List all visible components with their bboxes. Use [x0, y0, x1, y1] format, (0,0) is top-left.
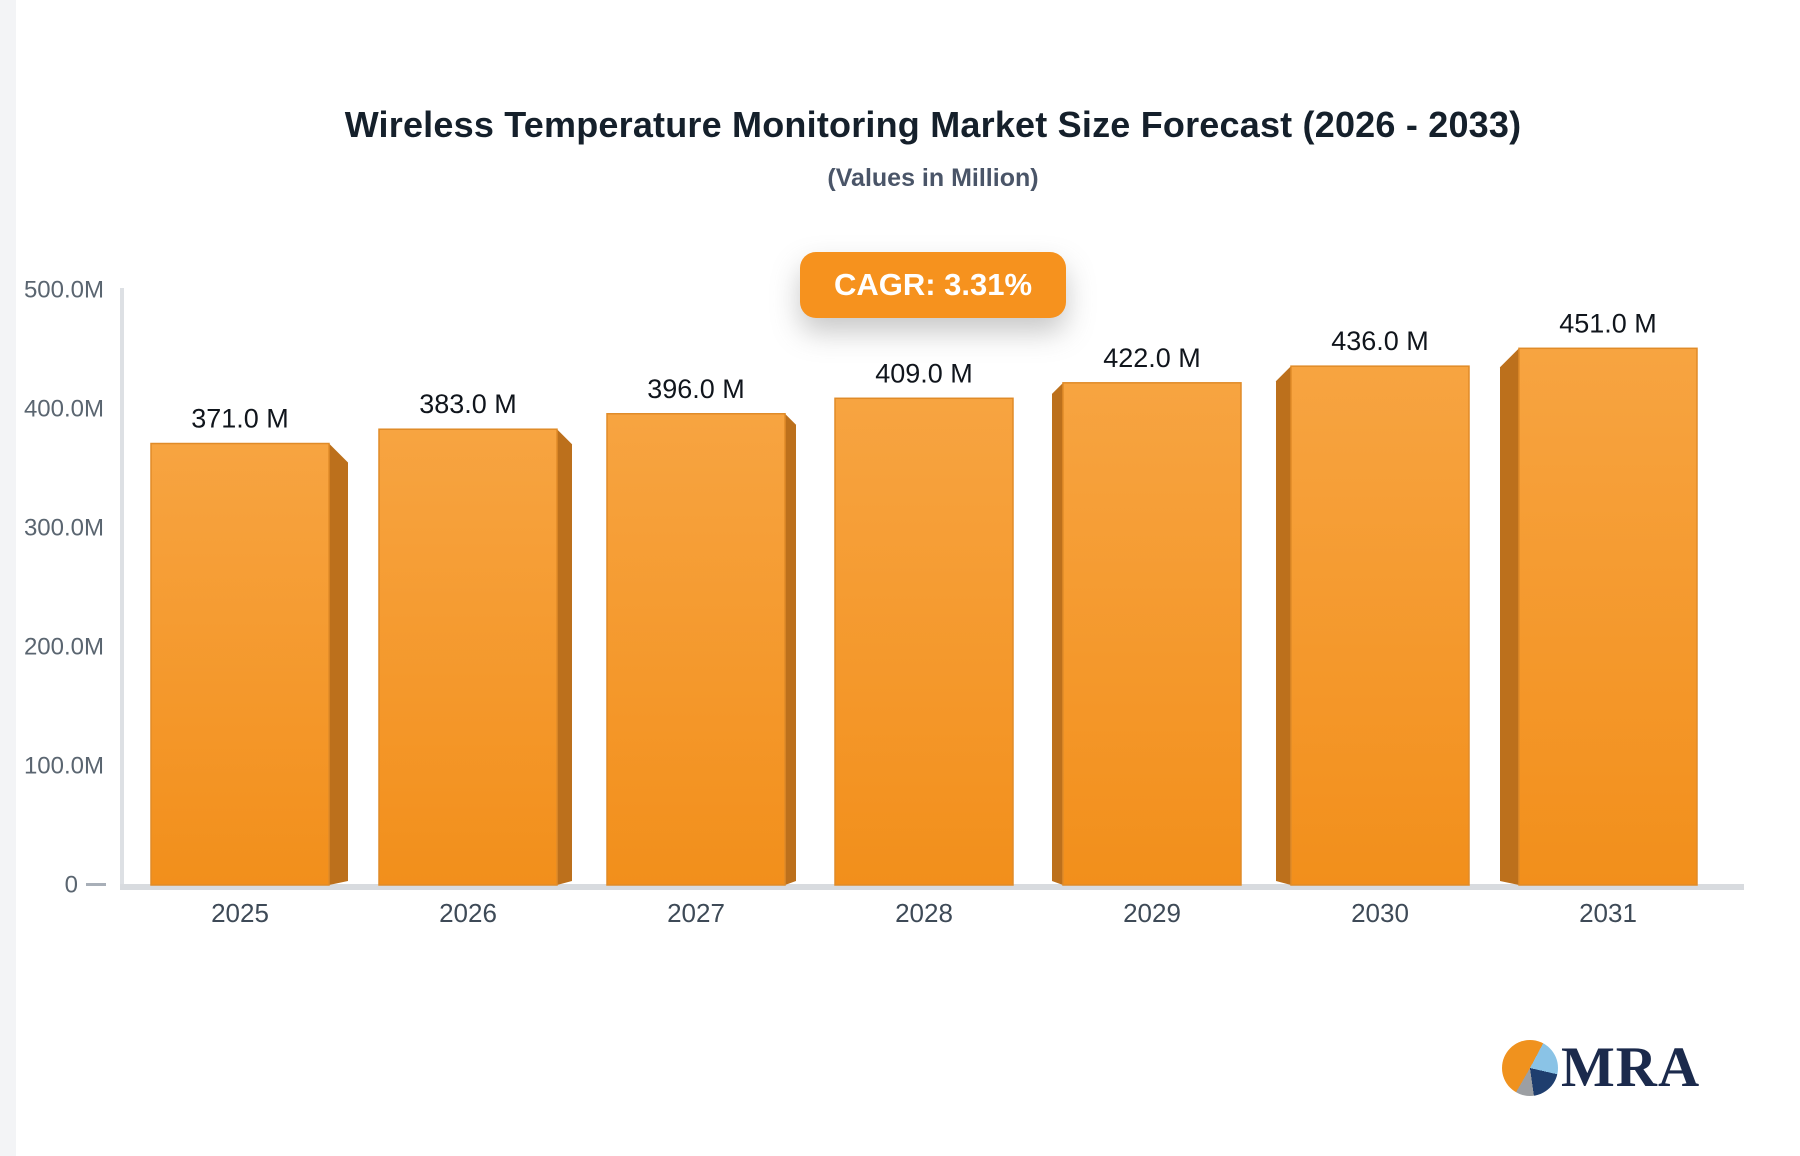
y-axis-tick-label: 300.0M: [24, 515, 104, 542]
page-edge-strip: [0, 0, 16, 1156]
x-axis-category-label: 2027: [667, 898, 725, 928]
bar-2026[interactable]: [378, 428, 558, 886]
y-axis-tick-label: 200.0M: [24, 634, 104, 661]
x-axis-category-label: 2028: [895, 898, 953, 928]
bar-3d-side: [785, 413, 796, 885]
logo-text: MRA: [1561, 1036, 1701, 1099]
bar-2025[interactable]: [150, 442, 330, 886]
y-axis-tick-label: 400.0M: [24, 396, 104, 423]
chart-subtitle: (Values in Million): [827, 164, 1039, 192]
bar-2029[interactable]: [1062, 382, 1242, 886]
x-axis-category-label: 2026: [439, 898, 497, 928]
bar-value-label: 436.0 M: [1331, 326, 1429, 356]
x-axis-category-label: 2030: [1351, 898, 1409, 928]
bar-value-label: 409.0 M: [875, 358, 973, 388]
bar-3d-side: [1500, 348, 1519, 885]
bar-value-label: 396.0 M: [647, 374, 745, 404]
bar-2027[interactable]: [606, 413, 786, 886]
bar-3d-side: [1052, 382, 1063, 885]
zero-tick-mark: [86, 883, 106, 886]
logo: MRA: [1502, 1036, 1701, 1099]
x-axis-category-label: 2031: [1579, 898, 1637, 928]
bar-2031[interactable]: [1518, 347, 1698, 886]
bar-2028[interactable]: [834, 397, 1014, 886]
y-axis-tick-label: 500.0M: [24, 277, 104, 304]
bar-value-label: 451.0 M: [1559, 308, 1657, 338]
bar-3d-side: [329, 443, 348, 885]
y-axis-tick-label: 0: [65, 872, 78, 899]
bar-3d-side: [1276, 366, 1291, 885]
y-axis-tick-label: 100.0M: [24, 753, 104, 780]
bar-2030[interactable]: [1290, 365, 1470, 886]
cagr-badge: CAGR: 3.31%: [799, 252, 1067, 318]
x-axis-line: [120, 884, 1744, 890]
bar-3d-side: [557, 429, 572, 885]
y-axis-line: [120, 288, 124, 890]
x-axis-category-label: 2025: [211, 898, 269, 928]
pie-chart-logo-icon: [1502, 1040, 1558, 1096]
bar-value-label: 371.0 M: [191, 404, 289, 434]
bar-value-label: 422.0 M: [1103, 343, 1201, 373]
x-axis-category-label: 2029: [1123, 898, 1181, 928]
chart-title: Wireless Temperature Monitoring Market S…: [344, 104, 1522, 145]
bar-value-label: 383.0 M: [419, 389, 517, 419]
